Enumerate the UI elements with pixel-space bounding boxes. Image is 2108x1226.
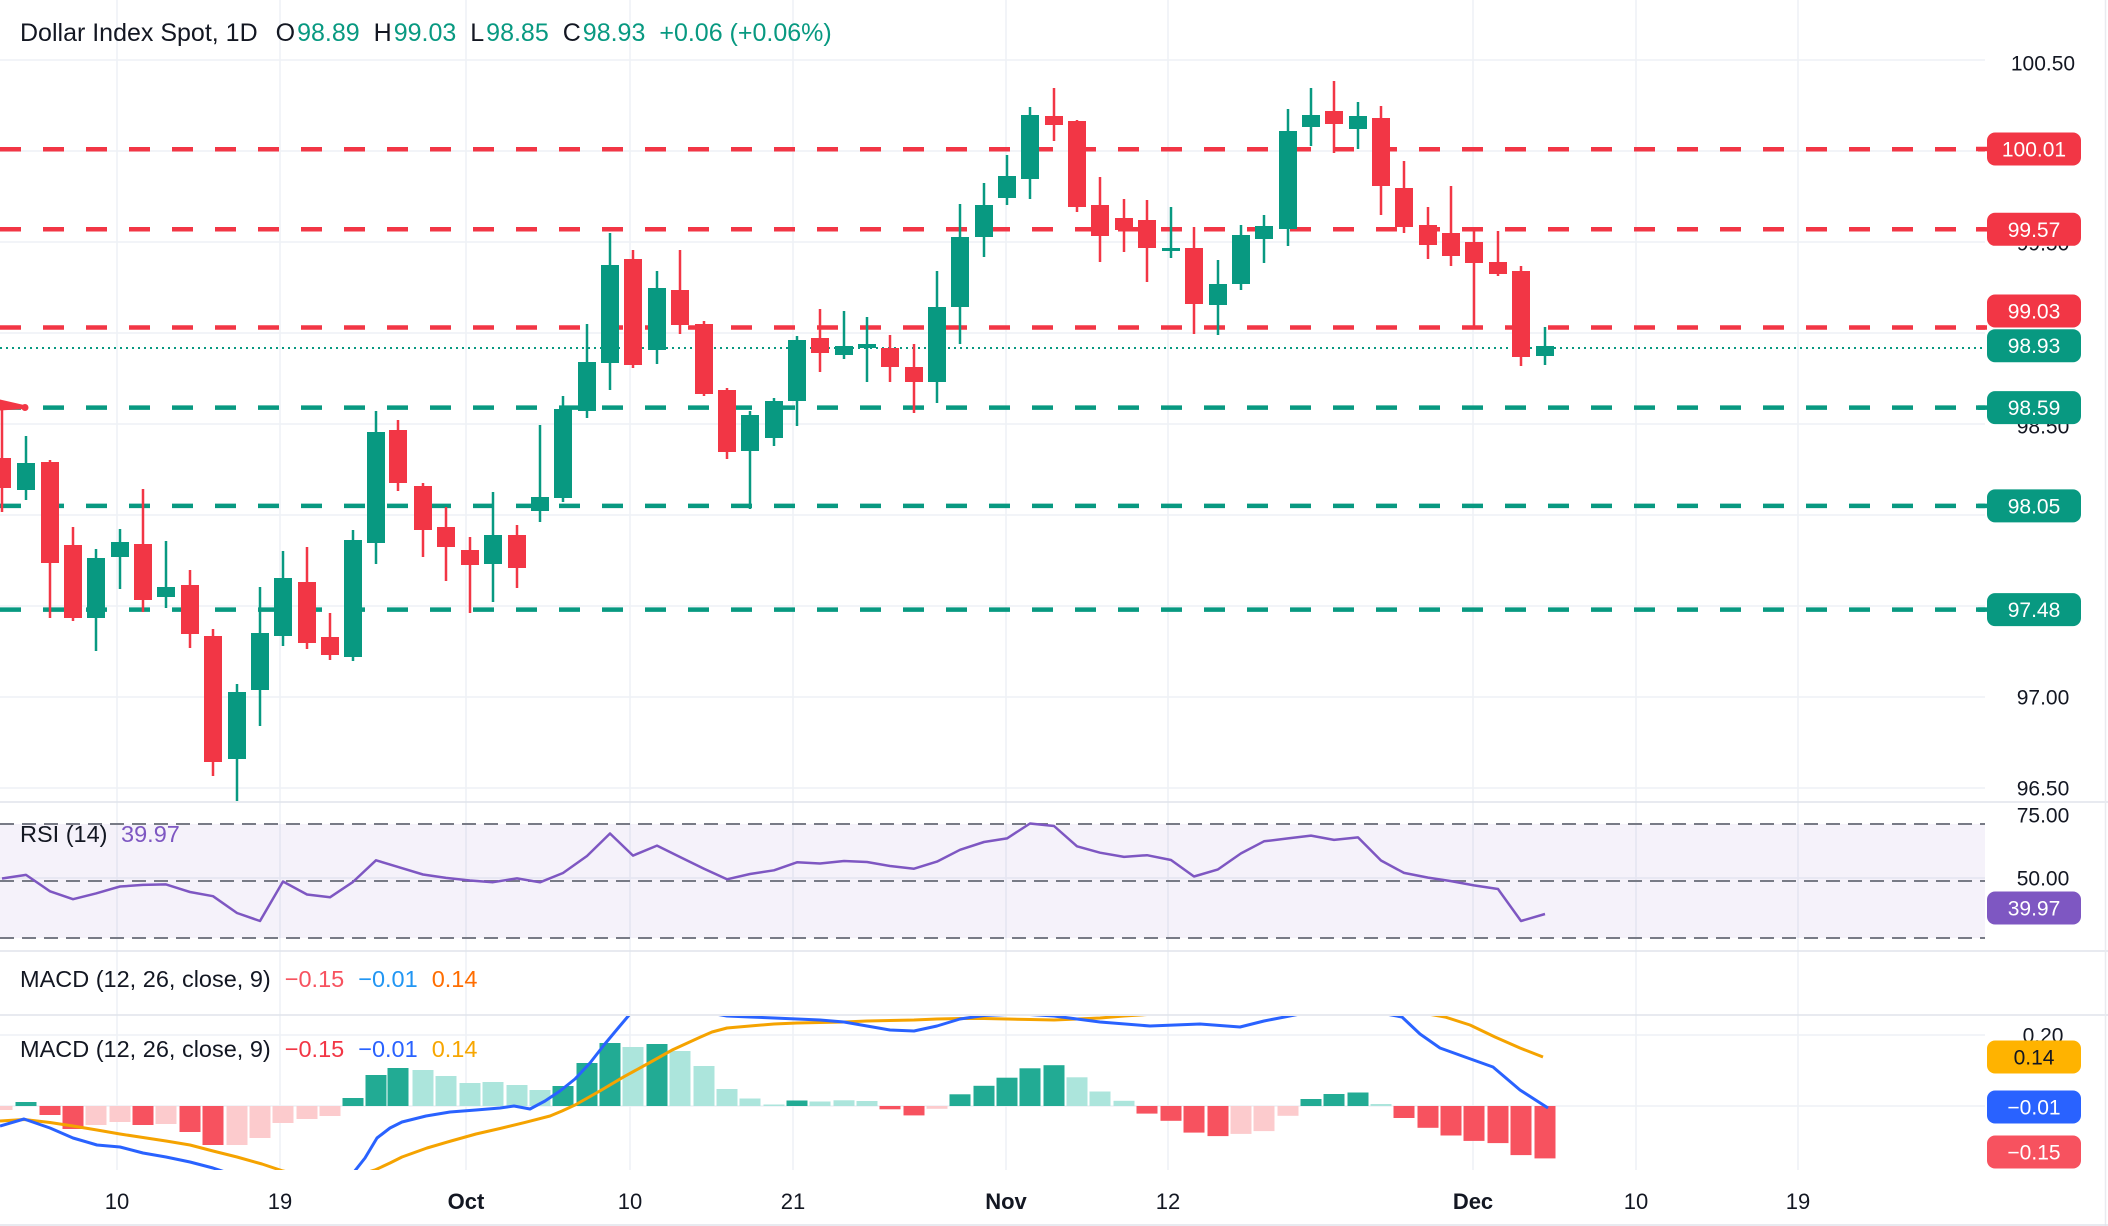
- svg-text:MACD (12, 26, close, 9)−0.15−0: MACD (12, 26, close, 9) −0.15 −0.01 0.14: [20, 1036, 477, 1062]
- svg-text:75.00: 75.00: [2017, 805, 2070, 828]
- svg-text:−0.01: −0.01: [2007, 1097, 2060, 1120]
- svg-text:0.14: 0.14: [2014, 1047, 2055, 1070]
- svg-text:10: 10: [618, 1189, 642, 1214]
- svg-text:21: 21: [781, 1189, 805, 1214]
- svg-text:99.03: 99.03: [2008, 301, 2061, 324]
- svg-text:97.48: 97.48: [2008, 599, 2061, 622]
- svg-text:96.50: 96.50: [2017, 778, 2070, 801]
- svg-text:10: 10: [1624, 1189, 1648, 1214]
- svg-text:Nov: Nov: [985, 1189, 1027, 1214]
- svg-text:97.00: 97.00: [2017, 687, 2070, 710]
- svg-text:100.50: 100.50: [2011, 53, 2075, 76]
- svg-text:19: 19: [1786, 1189, 1810, 1214]
- svg-text:10: 10: [105, 1189, 129, 1214]
- svg-text:98.93: 98.93: [2008, 335, 2061, 358]
- svg-text:MACD (12, 26, close, 9)−0.15−0: MACD (12, 26, close, 9) −0.15 −0.01 0.14: [20, 966, 477, 992]
- svg-text:12: 12: [1156, 1189, 1180, 1214]
- svg-text:98.59: 98.59: [2008, 397, 2061, 420]
- svg-text:Oct: Oct: [448, 1189, 485, 1214]
- svg-text:99.57: 99.57: [2008, 219, 2061, 242]
- svg-text:98.05: 98.05: [2008, 495, 2061, 518]
- svg-text:19: 19: [268, 1189, 292, 1214]
- svg-text:50.00: 50.00: [2017, 868, 2070, 891]
- svg-text:39.97: 39.97: [2008, 898, 2061, 921]
- svg-text:Dec: Dec: [1453, 1189, 1493, 1214]
- svg-text:−0.15: −0.15: [2007, 1142, 2060, 1165]
- svg-text:100.01: 100.01: [2002, 139, 2066, 162]
- svg-text:RSI (14) 39.97: RSI (14) 39.97: [20, 821, 180, 847]
